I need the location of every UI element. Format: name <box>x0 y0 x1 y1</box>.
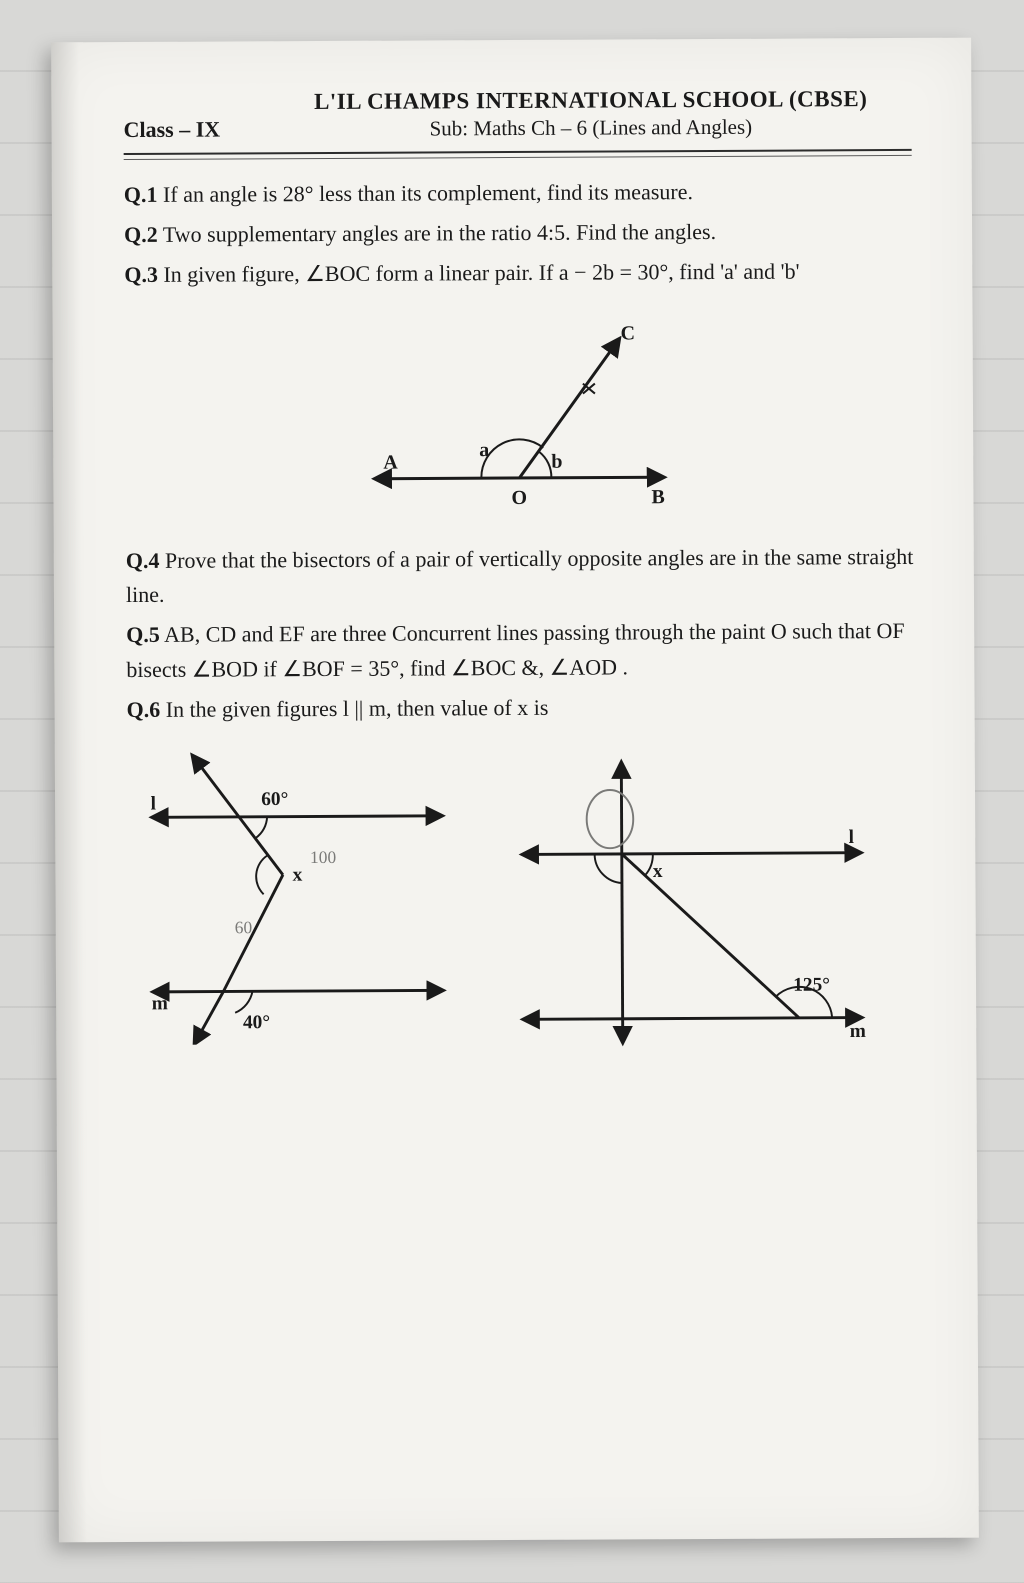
subject-line: Sub: Maths Ch – 6 (Lines and Angles) <box>270 114 912 142</box>
questions-block: Q.1 If an angle is 28° less than its com… <box>124 174 917 1065</box>
q6-num: Q.6 <box>127 697 161 722</box>
q1-num: Q.1 <box>124 182 158 207</box>
header-row: Class – IX L'IL CHAMPS INTERNATIONAL SCH… <box>123 86 911 155</box>
title-block: L'IL CHAMPS INTERNATIONAL SCHOOL (CBSE) … <box>270 86 912 142</box>
question-6: Q.6 In the given figures l || m, then va… <box>126 689 914 727</box>
school-title: L'IL CHAMPS INTERNATIONAL SCHOOL (CBSE) <box>270 86 912 115</box>
fig6r-label-125: 125° <box>793 974 830 995</box>
figure-q3-row: A B C O a b <box>124 306 913 520</box>
fig6r-label-l: l <box>848 827 854 848</box>
fig3-label-b: b <box>551 451 562 473</box>
fig6l-label-60: 60° <box>261 789 288 810</box>
q3-text: In given figure, ∠BOC form a linear pair… <box>163 259 799 287</box>
fig3-label-O: O <box>511 487 527 509</box>
q2-text: Two supplementary angles are in the rati… <box>163 219 716 247</box>
q1-text: If an angle is 28° less than its complem… <box>163 179 693 207</box>
question-1: Q.1 If an angle is 28° less than its com… <box>124 174 912 212</box>
q4-text: Prove that the bisectors of a pair of ve… <box>126 544 913 607</box>
class-label: Class – IX <box>123 116 230 143</box>
question-2: Q.2 Two supplementary angles are in the … <box>124 214 912 252</box>
question-5: Q.5 AB, CD and EF are three Concurrent l… <box>126 614 914 686</box>
fig3-label-a: a <box>479 439 489 461</box>
fig3-label-A: A <box>383 452 398 474</box>
fig6r-label-m: m <box>849 1021 865 1042</box>
q6-text: In the given figures l || m, then value … <box>166 694 549 721</box>
figure-q6-row: l m 60° 40° x 100 60 <box>127 741 917 1065</box>
fig3-label-B: B <box>651 486 664 508</box>
fig6l-pencil-60: 60 <box>235 917 253 937</box>
q2-num: Q.2 <box>124 222 158 247</box>
q5-num: Q.5 <box>126 622 160 647</box>
fig3-label-C: C <box>621 323 636 345</box>
fig6r-label-x: x <box>653 861 663 882</box>
question-3: Q.3 In given figure, ∠BOC form a linear … <box>124 254 912 292</box>
figure-q6-right: l m x 125° <box>507 741 887 1063</box>
figure-q3: A B C O a b <box>358 307 679 519</box>
fig6l-pencil-100: 100 <box>310 847 337 867</box>
question-4: Q.4 Prove that the bisectors of a pair o… <box>126 540 914 612</box>
worksheet-page: Class – IX L'IL CHAMPS INTERNATIONAL SCH… <box>51 38 979 1543</box>
divider <box>124 155 912 160</box>
fig6l-label-m: m <box>152 993 168 1014</box>
q3-num: Q.3 <box>124 262 158 287</box>
q4-num: Q.4 <box>126 548 160 573</box>
fig6l-label-x: x <box>293 864 303 885</box>
q5-text: AB, CD and EF are three Concurrent lines… <box>126 618 904 681</box>
fig6l-label-40: 40° <box>243 1012 270 1033</box>
fig6l-label-l: l <box>151 793 157 814</box>
figure-q6-left: l m 60° 40° x 100 60 <box>137 743 468 1045</box>
